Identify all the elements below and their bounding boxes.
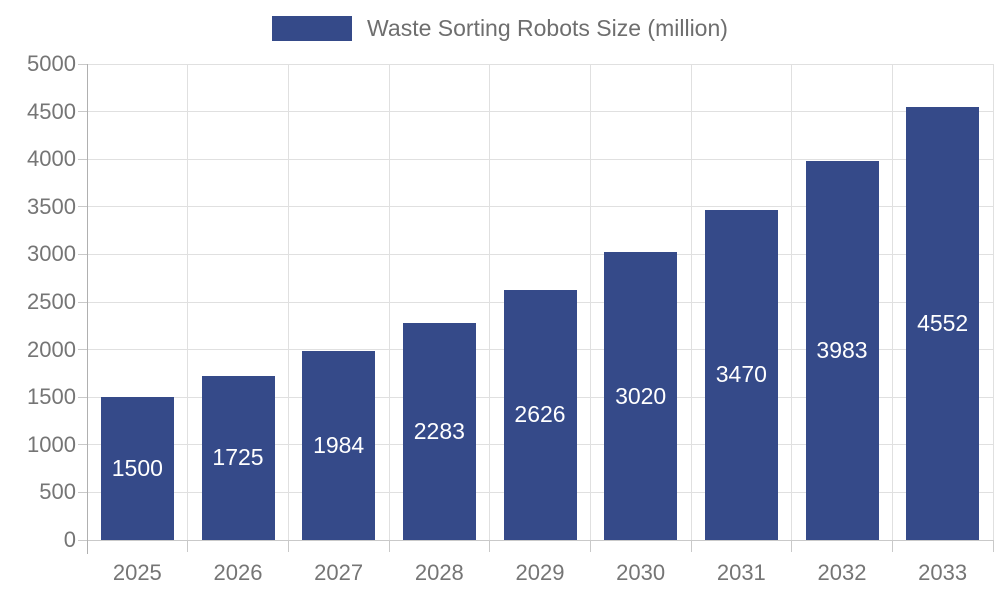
v-gridline — [589, 64, 591, 540]
bar-value-label: 3020 — [615, 382, 667, 409]
x-tick-mark — [489, 540, 491, 552]
x-tick-mark — [791, 540, 793, 552]
bar: 1984 — [302, 351, 376, 540]
v-gridline — [489, 64, 491, 540]
y-tick-mark — [78, 349, 87, 351]
v-gridline — [187, 64, 189, 540]
y-axis-tick-label: 3000 — [27, 241, 76, 267]
y-axis-tick-label: 500 — [39, 479, 76, 505]
x-tick-mark — [891, 540, 893, 552]
bar-value-label: 1500 — [111, 455, 163, 482]
x-axis-tick-label: 2028 — [414, 560, 464, 585]
bar: 3020 — [604, 252, 678, 540]
bar: 1500 — [100, 397, 174, 540]
legend: Waste Sorting Robots Size (million) — [0, 16, 1000, 41]
bar: 4552 — [906, 106, 980, 540]
legend-label: Waste Sorting Robots Size (million) — [367, 15, 728, 41]
x-axis-tick-label: 2031 — [716, 560, 766, 585]
x-tick-mark — [187, 540, 189, 552]
y-tick-mark — [78, 111, 87, 113]
bar-value-label: 1725 — [212, 444, 264, 471]
y-tick-mark — [78, 539, 87, 541]
v-gridline — [690, 64, 692, 540]
y-tick-mark — [78, 63, 87, 65]
bar-value-label: 2626 — [514, 401, 566, 428]
y-axis-tick-label: 1500 — [27, 384, 76, 410]
x-axis-line — [87, 539, 993, 541]
y-tick-mark — [78, 206, 87, 208]
y-axis-tick-label: 2500 — [27, 289, 76, 314]
bar: 3983 — [805, 160, 879, 540]
h-gridline — [87, 63, 993, 65]
bar: 3470 — [704, 209, 778, 540]
bar-value-label: 1984 — [313, 432, 365, 459]
x-axis-tick-label: 2032 — [817, 560, 867, 585]
y-tick-mark — [78, 396, 87, 398]
bar-value-label: 3983 — [816, 336, 868, 363]
bar-value-label: 2283 — [413, 417, 465, 444]
y-tick-mark — [78, 158, 87, 160]
h-gridline — [87, 206, 993, 208]
y-tick-mark — [78, 444, 87, 446]
x-tick-mark — [287, 540, 289, 552]
x-tick-mark — [690, 540, 692, 552]
y-axis-tick-label: 1000 — [27, 431, 76, 457]
bar: 1725 — [201, 375, 275, 540]
y-tick-mark — [78, 491, 87, 493]
x-axis-tick-label: 2025 — [112, 560, 162, 585]
y-axis-tick-label: 3500 — [27, 193, 76, 219]
h-gridline — [87, 253, 993, 255]
v-gridline — [891, 64, 893, 540]
x-tick-mark — [589, 540, 591, 552]
x-axis-tick-label: 2029 — [515, 560, 565, 585]
bar: 2626 — [503, 290, 577, 540]
y-axis-tick-label: 4000 — [27, 146, 76, 172]
x-tick-mark — [992, 540, 994, 552]
y-tick-mark — [78, 253, 87, 255]
h-gridline — [87, 158, 993, 160]
v-gridline — [791, 64, 793, 540]
x-tick-mark — [388, 540, 390, 552]
x-axis-tick-label: 2033 — [918, 560, 968, 585]
bar: 2283 — [402, 322, 476, 540]
x-axis-tick-label: 2027 — [314, 560, 364, 585]
v-gridline — [388, 64, 390, 540]
bar-value-label: 3470 — [715, 361, 767, 388]
x-axis-tick-label: 2026 — [213, 560, 263, 585]
h-gridline — [87, 111, 993, 113]
y-axis-tick-label: 5000 — [27, 51, 76, 76]
legend-swatch-icon — [272, 16, 353, 41]
y-axis-line — [86, 64, 88, 554]
y-axis-tick-label: 0 — [63, 527, 76, 552]
y-axis-tick-label: 2000 — [27, 336, 76, 362]
v-gridline — [287, 64, 289, 540]
bar-value-label: 4552 — [917, 309, 969, 336]
y-axis-tick-label: 4500 — [27, 98, 76, 124]
y-tick-mark — [78, 301, 87, 303]
v-gridline — [992, 64, 994, 540]
x-axis-tick-label: 2030 — [616, 560, 666, 585]
